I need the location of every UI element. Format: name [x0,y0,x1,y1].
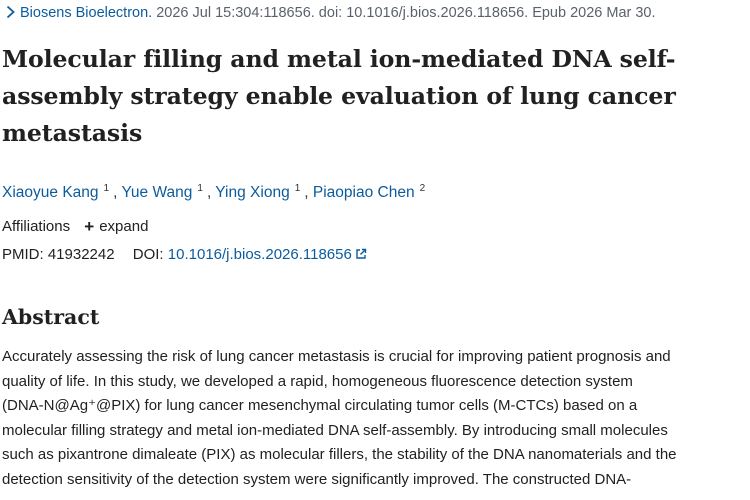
affiliations-expand-button[interactable]: + expand [84,217,149,236]
title-line: assembly strategy enable evaluation of l… [2,82,676,110]
abstract-heading: Abstract [2,305,100,329]
doi-label: DOI: [132,246,164,263]
identifiers-row: PMID: 41932242 DOI: 10.1016/j.bios.2026.… [2,245,367,265]
abstract-text: Accurately assessing the risk of lung ca… [2,345,747,493]
external-link-icon[interactable] [355,248,367,260]
affiliations-label: Affiliations [2,218,71,235]
author-link[interactable]: Ying Xiong [215,184,290,201]
title-line: Molecular filling and metal ion-mediated… [2,45,676,73]
affiliations-row: Affiliations + expand [2,217,148,237]
author-link[interactable]: Piaopiao Chen [312,184,415,201]
abstract-line: such as pixantrone dimaleate (PIX) as mo… [2,446,677,464]
author-link[interactable]: Yue Wang [121,184,193,201]
expand-label: expand [99,218,149,235]
doi-link[interactable]: 10.1016/j.bios.2026.118656 [167,246,352,263]
plus-icon: + [84,217,95,236]
pmid-value: 41932242 [47,246,115,263]
abstract-line: detection sensitivity of the detection s… [2,470,632,488]
chevron-right-icon[interactable] [4,5,17,19]
citation-line: Biosens Bioelectron. 2026 Jul 15:304:118… [4,4,656,22]
abstract-line: molecular filling strategy and metal ion… [2,421,668,439]
author-separator: , [206,184,216,201]
affiliation-number[interactable]: 1 [103,183,110,194]
affiliation-number[interactable]: 1 [294,183,301,194]
abstract-line: quality of life. In this study, we devel… [2,372,633,390]
citation-details: 2026 Jul 15:304:118656. doi: 10.1016/j.b… [152,5,656,21]
author-link[interactable]: Xiaoyue Kang [2,184,99,201]
author-list: Xiaoyue Kang 1, Yue Wang 1, Ying Xiong 1, P… [2,178,429,203]
abstract-line: Accurately assessing the risk of lung ca… [2,348,671,365]
affiliation-number[interactable]: 2 [419,183,426,194]
article-title: Molecular filling and metal ion-mediated… [2,41,747,152]
title-line: metastasis [2,119,143,147]
affiliation-number[interactable]: 1 [197,183,203,194]
journal-link[interactable]: Biosens Bioelectron. [20,5,153,21]
pmid-label: PMID: [2,246,44,263]
abstract-line: (DNA-N@Ag⁺@PIX) for lung cancer mesenchy… [2,397,638,415]
author-separator: , [304,184,313,201]
author-separator: , [113,184,122,201]
